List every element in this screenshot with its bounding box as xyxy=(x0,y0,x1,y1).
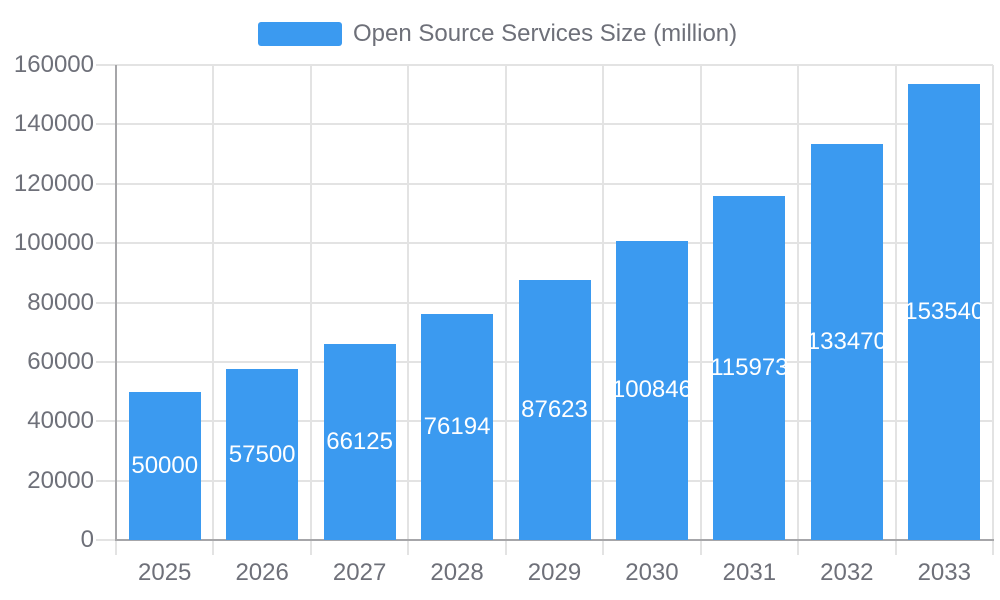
bar-2033[interactable]: 153540 xyxy=(904,84,984,540)
y-axis-tick-label: 140000 xyxy=(13,110,94,138)
bar-2026[interactable]: 57500 xyxy=(226,369,299,540)
y-axis-tick xyxy=(96,539,116,541)
x-axis-tick xyxy=(309,540,312,555)
y-axis-tick xyxy=(96,301,116,304)
x-axis-tick xyxy=(602,540,605,555)
x-axis-tick-label: 2029 xyxy=(527,559,582,586)
x-axis-tick-label: 2026 xyxy=(235,559,289,586)
x-axis-tick-label: 2032 xyxy=(820,559,874,586)
bar-value-label: 100846 xyxy=(611,376,692,404)
x-gridline xyxy=(992,65,994,540)
y-axis-tick xyxy=(96,360,116,363)
y-axis-tick-label: 120000 xyxy=(13,169,94,197)
bar-2027[interactable]: 66125 xyxy=(323,343,396,540)
bar-value-label: 87623 xyxy=(521,395,588,423)
y-gridline xyxy=(116,123,993,126)
y-axis-tick-label: 40000 xyxy=(27,407,94,435)
x-gridline xyxy=(407,65,410,540)
x-axis-tick xyxy=(699,540,702,555)
y-axis-tick xyxy=(96,64,116,66)
bar-2025[interactable]: 50000 xyxy=(128,391,201,540)
x-axis-tick xyxy=(407,540,410,555)
x-axis-tick-label: 2031 xyxy=(722,559,777,586)
x-gridline xyxy=(797,65,800,540)
bar-value-label: 76194 xyxy=(423,412,491,440)
y-axis-tick-label: 0 xyxy=(80,526,94,553)
y-gridline xyxy=(116,242,993,245)
x-axis-tick xyxy=(797,540,800,555)
bar-value-label: 115973 xyxy=(710,353,789,381)
x-axis-tick-label: 2025 xyxy=(138,559,192,586)
x-axis-tick xyxy=(115,540,117,555)
bar-value-label: 66125 xyxy=(326,427,393,455)
y-axis-tick xyxy=(96,242,116,245)
x-axis-tick-label: 2030 xyxy=(625,559,679,586)
y-axis-tick-label: 60000 xyxy=(27,347,94,375)
x-gridline xyxy=(212,65,215,540)
x-gridline xyxy=(504,65,507,540)
y-axis-tick xyxy=(96,182,116,185)
bar-2028[interactable]: 76194 xyxy=(421,313,494,540)
y-axis-tick-label: 80000 xyxy=(27,288,94,316)
x-axis-tick xyxy=(992,540,994,555)
x-axis-tick xyxy=(504,540,507,555)
legend-item[interactable]: Open Source Services Size (million) xyxy=(258,20,737,48)
x-gridline xyxy=(602,65,605,540)
x-axis-tick-label: 2033 xyxy=(917,559,971,586)
x-axis-tick xyxy=(212,540,215,555)
x-axis-line xyxy=(115,539,994,541)
bar-2029[interactable]: 87623 xyxy=(518,279,591,540)
x-axis-tick xyxy=(894,540,897,555)
bar-value-label: 133470 xyxy=(806,327,887,355)
x-gridline xyxy=(699,65,702,540)
y-axis-tick-label: 160000 xyxy=(13,51,94,78)
bar-2032[interactable]: 133470 xyxy=(807,143,887,540)
y-axis-tick xyxy=(96,420,116,423)
y-axis-tick-label: 20000 xyxy=(27,466,94,494)
y-axis-tick xyxy=(96,479,116,482)
y-gridline xyxy=(116,64,993,66)
y-gridline xyxy=(116,182,993,185)
y-axis-tick xyxy=(96,123,116,126)
x-axis-tick-label: 2027 xyxy=(332,559,387,586)
x-gridline xyxy=(309,65,312,540)
x-gridline xyxy=(894,65,897,540)
bar-value-label: 153540 xyxy=(904,298,985,326)
bar-value-label: 57500 xyxy=(228,440,296,468)
bar-2031[interactable]: 115973 xyxy=(710,195,789,540)
legend-swatch-icon xyxy=(258,22,342,46)
x-axis-tick-label: 2028 xyxy=(430,559,484,586)
legend-label: Open Source Services Size (million) xyxy=(353,20,738,47)
y-axis-tick-label: 100000 xyxy=(13,229,94,257)
y-axis-line xyxy=(115,65,117,540)
bar-value-label: 50000 xyxy=(131,451,199,479)
bar-2030[interactable]: 100846 xyxy=(612,240,692,540)
